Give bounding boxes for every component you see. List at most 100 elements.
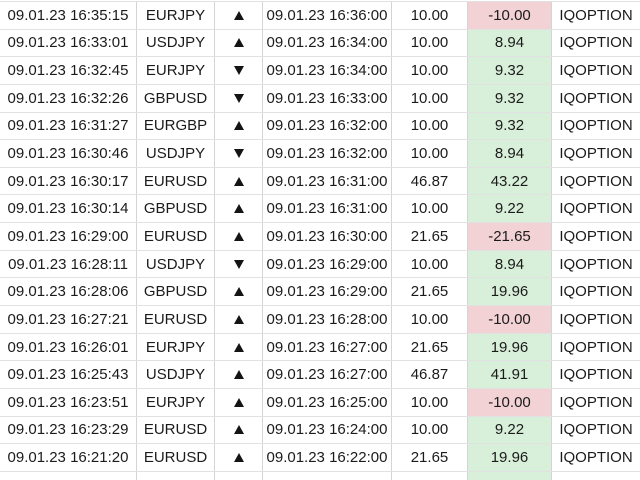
open-time-cell: 09.01.23 16:33:01 <box>0 29 137 57</box>
broker-cell: IQOPTION <box>559 449 633 467</box>
profit-cell: -10.00 <box>468 2 552 29</box>
open-time-cell: 09.01.23 16:29:00 <box>0 223 137 250</box>
close-time-cell: 09.01.23 16:22:00 <box>263 444 392 471</box>
symbol-cell: EURJPY <box>137 333 215 361</box>
direction-up-icon <box>233 38 244 48</box>
broker-cell: IQOPTION <box>559 310 633 328</box>
open-time-cell: 09.01.23 16:31:27 <box>0 112 137 140</box>
profit-cell: 8.94 <box>468 140 552 167</box>
direction-cell <box>215 250 263 278</box>
profit-cell: 41.91 <box>468 361 552 388</box>
close-time-cell: 09.01.23 16:25:00 <box>263 388 392 416</box>
close-time-cell: 09.01.23 16:27:00 <box>263 361 392 388</box>
amount-cell: 21.65 <box>392 278 468 306</box>
table-row[interactable]: 09.01.23 16:32:45 EURJPY 09.01.23 16:34:00… <box>0 56 640 84</box>
table-row[interactable]: 09.01.23 16:31:27 EURGBP 09.01.23 16:32:00… <box>0 111 640 140</box>
open-time-cell: 09.01.23 16:30:14 <box>0 195 137 223</box>
open-time-cell: 09.01.23 16:35:15 <box>0 2 137 29</box>
direction-cell <box>215 167 263 195</box>
profit-cell: -21.65 <box>468 223 552 250</box>
symbol-cell: EURJPY <box>137 388 215 416</box>
direction-up-icon <box>233 342 244 352</box>
direction-cell <box>215 140 263 167</box>
broker-cell: IQOPTION <box>559 338 633 356</box>
close-time-cell: 09.01.23 16:31:00 <box>263 195 392 223</box>
profit-cell: -10.00 <box>468 388 552 416</box>
broker-cell: IQOPTION <box>559 227 633 245</box>
close-time-cell: 09.01.23 16:29:00 <box>263 278 392 306</box>
symbol-cell <box>137 471 215 480</box>
profit-cell: 8.94 <box>468 29 552 57</box>
symbol-cell: EURUSD <box>137 416 215 444</box>
open-time-cell: 09.01.23 16:32:45 <box>0 57 137 84</box>
profit-cell: 9.32 <box>468 57 552 84</box>
amount-cell: 46.87 <box>392 167 468 195</box>
open-time-cell: 09.01.23 16:30:46 <box>0 140 137 167</box>
open-time-cell: 09.01.23 16:21:20 <box>0 444 137 471</box>
amount-cell: 46.87 <box>392 361 468 388</box>
direction-down-icon <box>233 149 244 159</box>
symbol-cell: USDJPY <box>137 29 215 57</box>
broker-cell: IQOPTION <box>559 200 633 218</box>
direction-cell <box>215 112 263 140</box>
amount-cell: 10.00 <box>392 57 468 84</box>
direction-up-icon <box>233 231 244 241</box>
table-row[interactable]: 09.01.23 16:30:14 GBPUSD 09.01.23 16:31:00… <box>0 194 640 223</box>
broker-cell: IQOPTION <box>559 89 633 107</box>
direction-cell <box>215 57 263 84</box>
open-time-cell: 09.01.23 16:26:01 <box>0 333 137 361</box>
symbol-cell: USDJPY <box>137 140 215 167</box>
table-row[interactable]: 09.01.23 16:35:15 EURJPY 09.01.23 16:36:00… <box>0 1 640 29</box>
table-row[interactable]: 09.01.23 16:29:00 EURUSD 09.01.23 16:30:00… <box>0 222 640 250</box>
table-row[interactable]: 09.01.23 16:26:01 EURJPY 09.01.23 16:27:00… <box>0 332 640 361</box>
table-row[interactable]: 09.01.23 16:30:46 USDJPY 09.01.23 16:32:00… <box>0 139 640 167</box>
table-row[interactable]: 09.01.23 16:33:01 USDJPY 09.01.23 16:34:00… <box>0 28 640 57</box>
direction-up-icon <box>233 314 244 324</box>
profit-cell: 8.94 <box>468 250 552 278</box>
direction-up-icon <box>233 453 244 463</box>
close-time-cell: 09.01.23 16:30:00 <box>263 223 392 250</box>
close-time-cell: 09.01.23 16:24:00 <box>263 416 392 444</box>
open-time-cell: 09.01.23 16:30:17 <box>0 167 137 195</box>
amount-cell: 21.65 <box>392 223 468 250</box>
broker-cell: IQOPTION <box>559 421 633 439</box>
direction-cell <box>215 388 263 416</box>
amount-cell <box>392 471 468 480</box>
profit-cell: 9.32 <box>468 84 552 112</box>
amount-cell: 21.65 <box>392 333 468 361</box>
open-time-cell <box>0 471 137 480</box>
direction-cell <box>215 444 263 471</box>
broker-cell: IQOPTION <box>559 255 633 273</box>
direction-down-icon <box>233 66 244 76</box>
direction-cell <box>215 333 263 361</box>
table-row[interactable]: 09.01.23 16:27:21 EURUSD 09.01.23 16:28:00… <box>0 305 640 333</box>
close-time-cell: 09.01.23 16:32:00 <box>263 140 392 167</box>
close-time-cell: 09.01.23 16:33:00 <box>263 84 392 112</box>
close-time-cell: 09.01.23 16:32:00 <box>263 112 392 140</box>
table-row[interactable]: 09.01.23 16:32:26 GBPUSD 09.01.23 16:33:00… <box>0 83 640 112</box>
broker-cell: IQOPTION <box>559 283 633 301</box>
table-row[interactable]: 09.01.23 16:23:29 EURUSD 09.01.23 16:24:00… <box>0 415 640 444</box>
amount-cell: 10.00 <box>392 140 468 167</box>
broker-cell: IQOPTION <box>559 366 633 384</box>
profit-cell: 19.96 <box>468 333 552 361</box>
amount-cell: 10.00 <box>392 2 468 29</box>
table-row[interactable]: 09.01.23 16:23:51 EURJPY 09.01.23 16:25:00… <box>0 387 640 416</box>
direction-cell <box>215 2 263 29</box>
direction-cell <box>215 361 263 388</box>
table-row[interactable]: 09.01.23 16:28:11 USDJPY 09.01.23 16:29:00… <box>0 249 640 278</box>
table-row[interactable] <box>0 470 640 480</box>
amount-cell: 21.65 <box>392 444 468 471</box>
amount-cell: 10.00 <box>392 416 468 444</box>
broker-cell: IQOPTION <box>559 117 633 135</box>
table-row[interactable]: 09.01.23 16:25:43 USDJPY 09.01.23 16:27:00… <box>0 360 640 388</box>
direction-up-icon <box>233 10 244 20</box>
open-time-cell: 09.01.23 16:28:06 <box>0 278 137 306</box>
table-row[interactable]: 09.01.23 16:21:20 EURUSD 09.01.23 16:22:00… <box>0 443 640 471</box>
table-row[interactable]: 09.01.23 16:30:17 EURUSD 09.01.23 16:31:00… <box>0 166 640 195</box>
amount-cell: 10.00 <box>392 29 468 57</box>
symbol-cell: USDJPY <box>137 361 215 388</box>
amount-cell: 10.00 <box>392 306 468 333</box>
table-row[interactable]: 09.01.23 16:28:06 GBPUSD 09.01.23 16:29:00… <box>0 277 640 306</box>
